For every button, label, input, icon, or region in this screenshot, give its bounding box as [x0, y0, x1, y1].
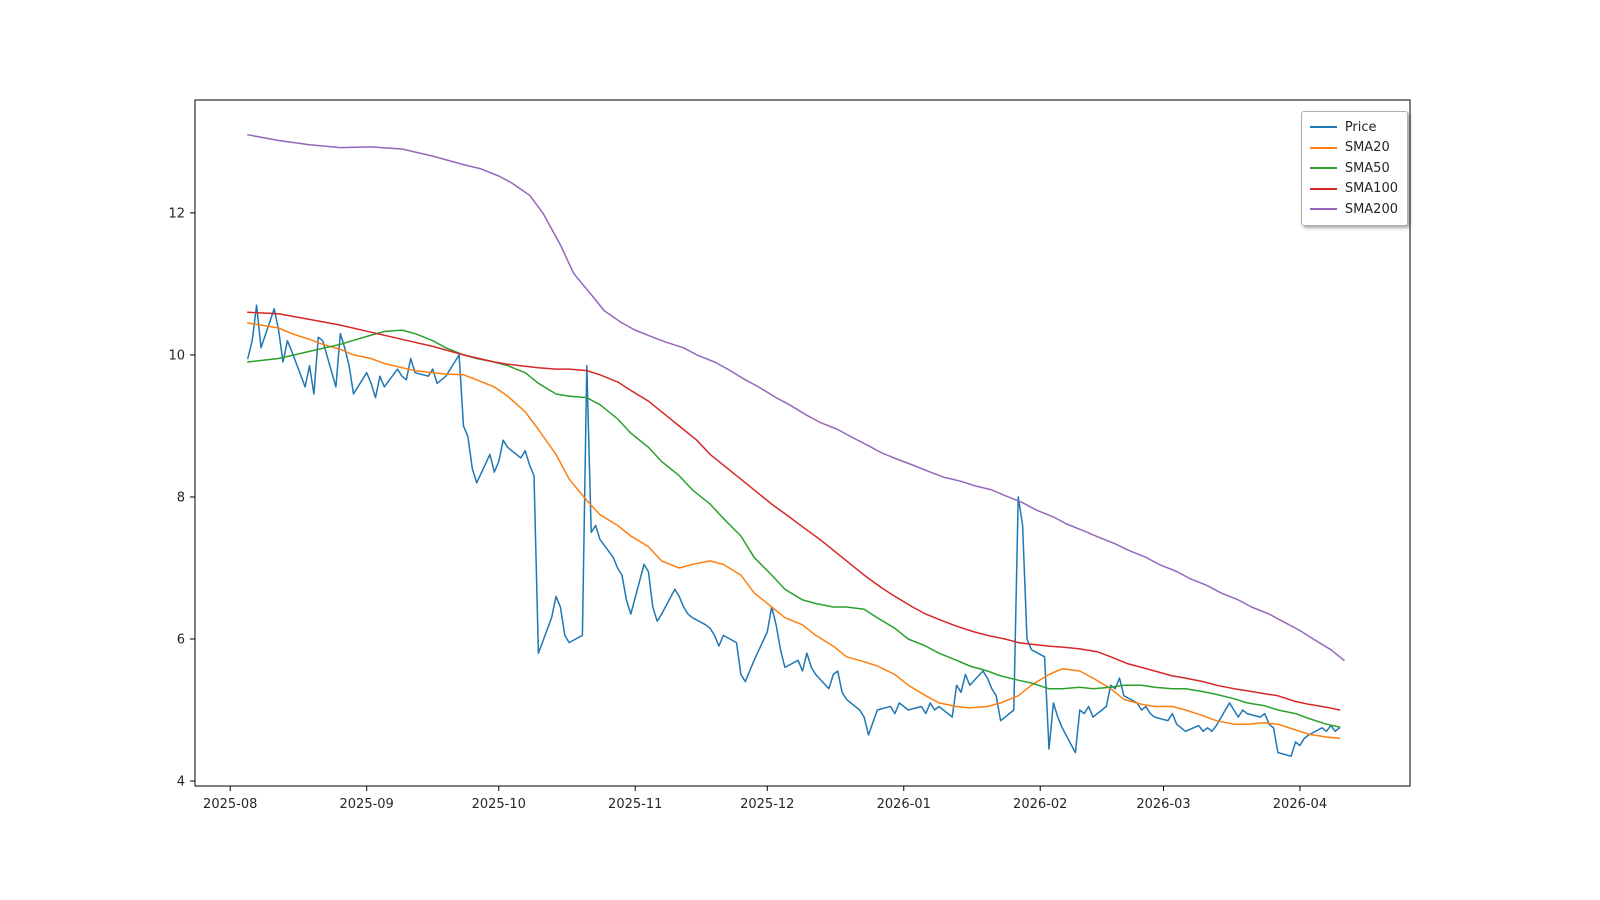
- legend-label-price: Price: [1344, 119, 1377, 135]
- series-line-price: [247, 304, 1341, 757]
- legend-item-sma50: SMA50: [1309, 158, 1398, 179]
- x-tick-label: 2025-10: [472, 797, 526, 812]
- sma100-line-swatch-icon: [1309, 187, 1337, 190]
- legend-label-sma50: SMA50: [1344, 160, 1390, 176]
- axes-box: [194, 99, 1411, 787]
- x-tick-label: 2025-08: [203, 797, 257, 812]
- legend-label-sma200: SMA200: [1344, 201, 1398, 217]
- price-line-swatch-icon: [1309, 126, 1337, 129]
- series-line-sma20: [247, 322, 1341, 740]
- legend-item-sma200: SMA200: [1309, 199, 1398, 220]
- sma20-line-swatch-icon: [1309, 146, 1337, 149]
- series-line-sma200: [247, 134, 1345, 662]
- y-tick-label: 10: [168, 348, 185, 363]
- y-tick-label: 4: [177, 775, 185, 790]
- legend-item-price: Price: [1309, 117, 1398, 138]
- x-tick-label: 2025-09: [340, 797, 394, 812]
- x-tick-label: 2026-01: [877, 797, 931, 812]
- x-tick-label: 2026-02: [1013, 797, 1067, 812]
- y-tick-label: 8: [177, 490, 185, 505]
- legend-label-sma100: SMA100: [1344, 181, 1398, 197]
- legend-item-sma100: SMA100: [1309, 179, 1398, 200]
- y-tick-label: 6: [177, 633, 185, 648]
- series-line-sma100: [247, 311, 1341, 711]
- x-tick-label: 2025-12: [740, 797, 794, 812]
- legend-item-sma20: SMA20: [1309, 138, 1398, 159]
- legend: Price SMA20 SMA50 SMA100 SMA200: [1300, 111, 1408, 226]
- legend-label-sma20: SMA20: [1344, 140, 1390, 156]
- x-tick-label: 2026-03: [1136, 797, 1190, 812]
- y-tick-label: 12: [168, 206, 185, 221]
- sma50-line-swatch-icon: [1309, 167, 1337, 170]
- series-line-sma50: [247, 329, 1341, 728]
- x-tick-label: 2026-04: [1273, 797, 1327, 812]
- sma200-line-swatch-icon: [1309, 208, 1337, 211]
- x-tick-label: 2025-11: [608, 797, 662, 812]
